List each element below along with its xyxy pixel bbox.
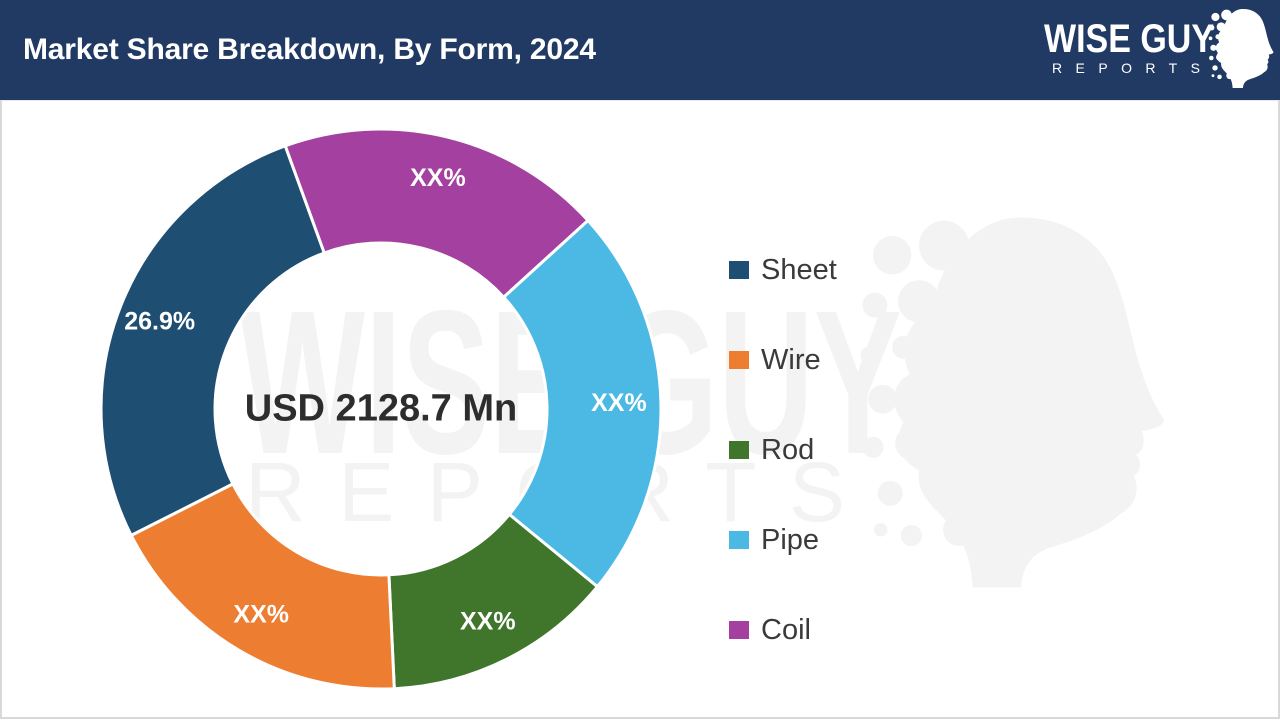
- legend-swatch-rod: [729, 441, 749, 459]
- logo-head-icon: [1208, 8, 1274, 88]
- donut-segment-pipe[interactable]: [502, 219, 663, 589]
- donut-segment-coil[interactable]: [283, 127, 590, 299]
- legend-label-rod: Rod: [761, 433, 815, 466]
- donut-segment-sheet[interactable]: [99, 144, 326, 537]
- legend-label-wire: Wire: [761, 343, 821, 376]
- legend-swatch-coil: [729, 621, 749, 639]
- legend-swatch-pipe: [729, 531, 749, 549]
- legend-label-coil: Coil: [761, 613, 811, 646]
- segment-label-pipe: XX%: [591, 389, 647, 417]
- legend-item-wire[interactable]: Wire: [729, 343, 821, 377]
- donut-center-value: USD 2128.7 Mn: [244, 387, 518, 430]
- legend-label-sheet: Sheet: [761, 253, 837, 286]
- wiseguy-reports-logo: WISE GUY REPORTS: [1044, 8, 1274, 88]
- legend-label-pipe: Pipe: [761, 523, 820, 556]
- segment-label-wire: XX%: [233, 601, 289, 629]
- legend-swatch-wire: [729, 351, 749, 369]
- legend-swatch-sheet: [729, 261, 749, 279]
- legend-item-rod[interactable]: Rod: [729, 433, 814, 467]
- legend-item-coil[interactable]: Coil: [729, 613, 811, 647]
- donut-segment-wire[interactable]: [129, 482, 396, 691]
- legend-item-pipe[interactable]: Pipe: [729, 523, 819, 557]
- segment-label-sheet: 26.9%: [124, 308, 195, 336]
- segment-label-coil: XX%: [410, 164, 466, 192]
- logo-wiseguy-text: WISE GUY: [1044, 17, 1214, 61]
- page-title: Market Share Breakdown, By Form, 2024: [23, 33, 596, 66]
- header-bar: Market Share Breakdown, By Form, 2024 WI…: [0, 0, 1280, 100]
- logo-reports-text: REPORTS: [1052, 60, 1200, 76]
- segment-label-rod: XX%: [460, 608, 516, 636]
- legend-item-sheet[interactable]: Sheet: [729, 253, 837, 287]
